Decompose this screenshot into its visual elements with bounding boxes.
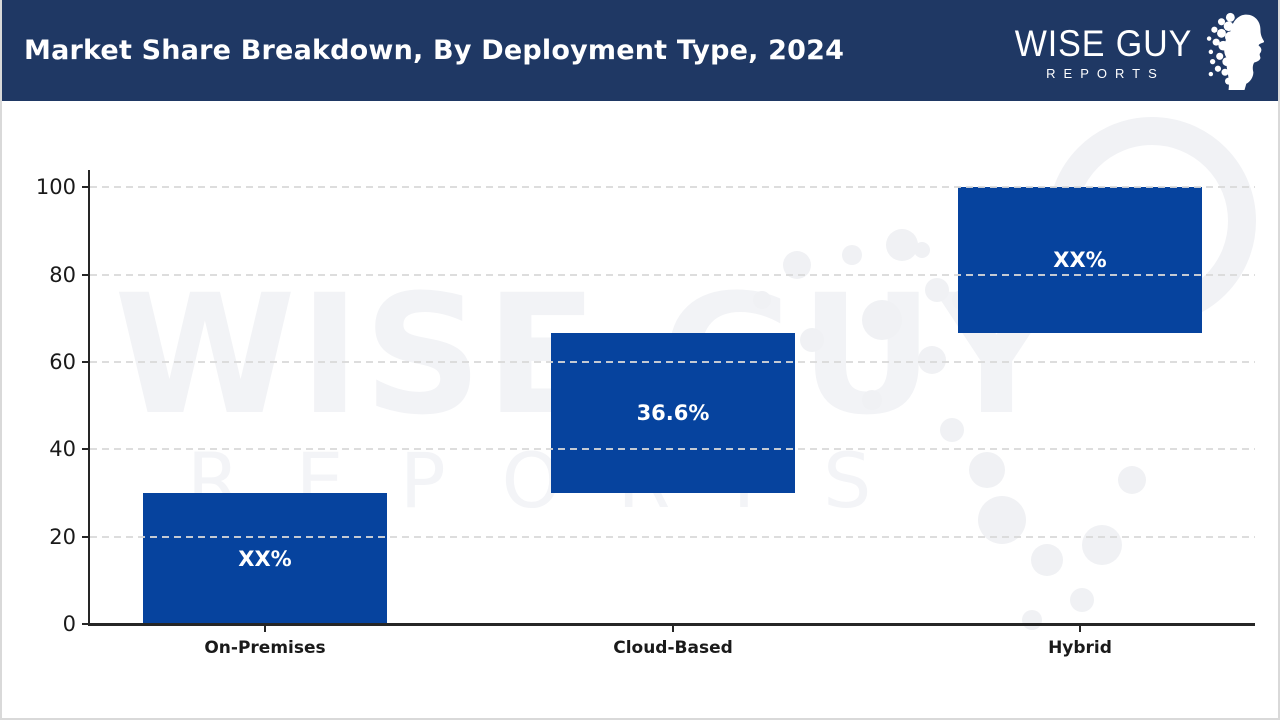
x-tick-mark [1079,624,1081,632]
bar-value-label: XX% [1053,248,1107,273]
bar-on-premises [143,493,387,624]
y-tick-mark [82,361,90,364]
x-category-label: On-Premises [204,638,326,658]
x-tick-mark [264,624,266,632]
y-tick-label: 40 [49,437,76,462]
bar-value-label: 36.6% [636,401,710,426]
x-tick-mark [672,624,674,632]
bar-hybrid [958,187,1202,334]
y-tick-mark [82,186,90,189]
brand-logo-text: WISE GUY REPORTS [1007,23,1200,81]
gridline [90,535,1255,538]
y-tick-mark [82,623,90,625]
x-axis-line [88,623,1255,626]
gridline [90,186,1255,189]
y-tick-mark [82,535,90,538]
gridline [90,361,1255,364]
y-tick-label: 0 [62,612,76,636]
page-title: Market Share Breakdown, By Deployment Ty… [24,35,845,66]
logo-wordmark: WISE GUY [1014,22,1193,64]
y-tick-mark [82,448,90,451]
y-tick-mark [82,273,90,276]
logo-face-icon [1206,12,1264,90]
brand-logo: WISE GUY REPORTS [1007,8,1264,94]
header-bar: Market Share Breakdown, By Deployment Ty… [2,0,1278,101]
y-tick-label: 60 [49,350,76,375]
bar-cloud-based [551,333,795,494]
y-tick-label: 80 [49,262,76,287]
x-category-label: Hybrid [1048,638,1112,658]
x-category-label: Cloud-Based [613,638,733,658]
gridline [90,448,1255,451]
y-axis-line [88,170,90,626]
y-tick-label: 100 [35,175,76,200]
bar-value-label: XX% [238,546,292,571]
plot-area: XX% 36.6% XX% 0 20 40 60 80 100 On-Premises Clou… [36,170,1255,658]
y-tick-label: 20 [49,524,76,549]
gridline [90,273,1255,276]
logo-subtitle: REPORTS [1046,65,1165,81]
